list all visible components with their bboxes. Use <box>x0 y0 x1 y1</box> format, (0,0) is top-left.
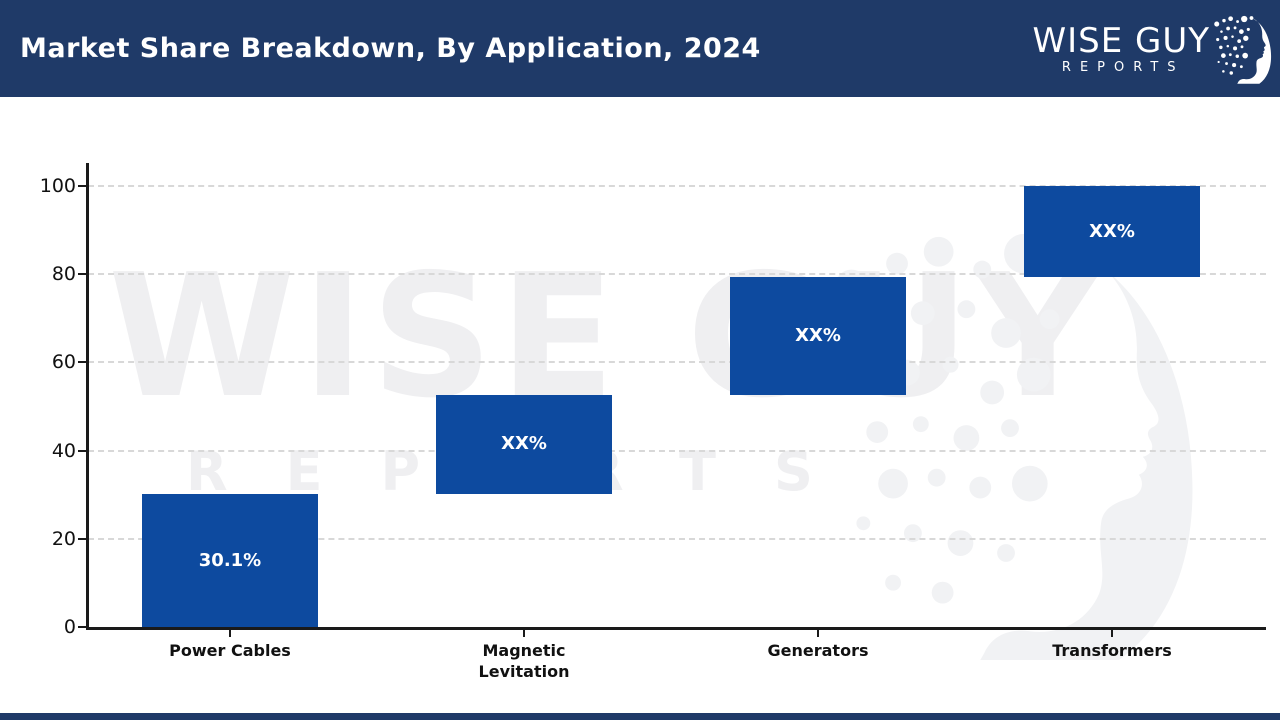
y-axis-tick <box>78 273 88 276</box>
y-axis-tick-label: 100 <box>39 175 76 197</box>
x-axis-category-label: Generators <box>767 641 869 660</box>
x-axis-tick <box>229 629 231 637</box>
header-bar: Market Share Breakdown, By Application, … <box>0 0 1280 97</box>
y-axis-tick <box>78 361 88 364</box>
bar-segment <box>730 277 906 395</box>
y-axis-tick <box>78 449 88 452</box>
y-axis-tick <box>78 185 88 187</box>
x-axis-tick <box>523 629 525 637</box>
bar-segment <box>1024 186 1200 278</box>
y-axis-tick-label: 0 <box>63 616 76 638</box>
bar-value-label: XX% <box>795 324 841 346</box>
y-axis-tick <box>78 537 88 540</box>
y-axis-spine <box>86 163 89 630</box>
gridline <box>88 537 1266 540</box>
x-axis-spine <box>86 627 1266 630</box>
y-axis-tick-label: 40 <box>51 439 76 462</box>
footer-strip <box>0 713 1280 720</box>
brand-logo: WISE GUY REPORTS <box>1032 8 1272 90</box>
brand-name: WISE GUY <box>1032 21 1210 61</box>
y-axis-tick <box>78 626 88 628</box>
gridline <box>88 185 1266 187</box>
gridline <box>88 273 1266 276</box>
y-axis-tick-label: 80 <box>51 263 76 286</box>
watermark-text: WISE GUY <box>108 238 1106 436</box>
bar-value-label: XX% <box>1089 220 1135 242</box>
x-axis-tick <box>817 629 819 637</box>
y-axis-tick-label: 20 <box>51 527 76 550</box>
brand-logo-text: WISE GUY REPORTS <box>1032 22 1210 76</box>
bar-segment <box>436 394 612 495</box>
x-axis-category-label: Transformers <box>1052 641 1172 660</box>
x-axis-category-label: Power Cables <box>169 641 291 660</box>
y-axis-tick-label: 60 <box>51 351 76 374</box>
gridline <box>88 449 1266 452</box>
x-axis-tick <box>1111 629 1113 637</box>
page-title: Market Share Breakdown, By Application, … <box>20 33 761 64</box>
brand-subname: REPORTS <box>1061 60 1185 75</box>
bar-value-label: XX% <box>501 433 547 455</box>
x-axis-category-label: Magnetic Levitation <box>478 641 570 681</box>
gridline <box>88 361 1266 364</box>
bar-segment <box>142 494 318 627</box>
bar-value-label: 30.1% <box>198 549 262 571</box>
